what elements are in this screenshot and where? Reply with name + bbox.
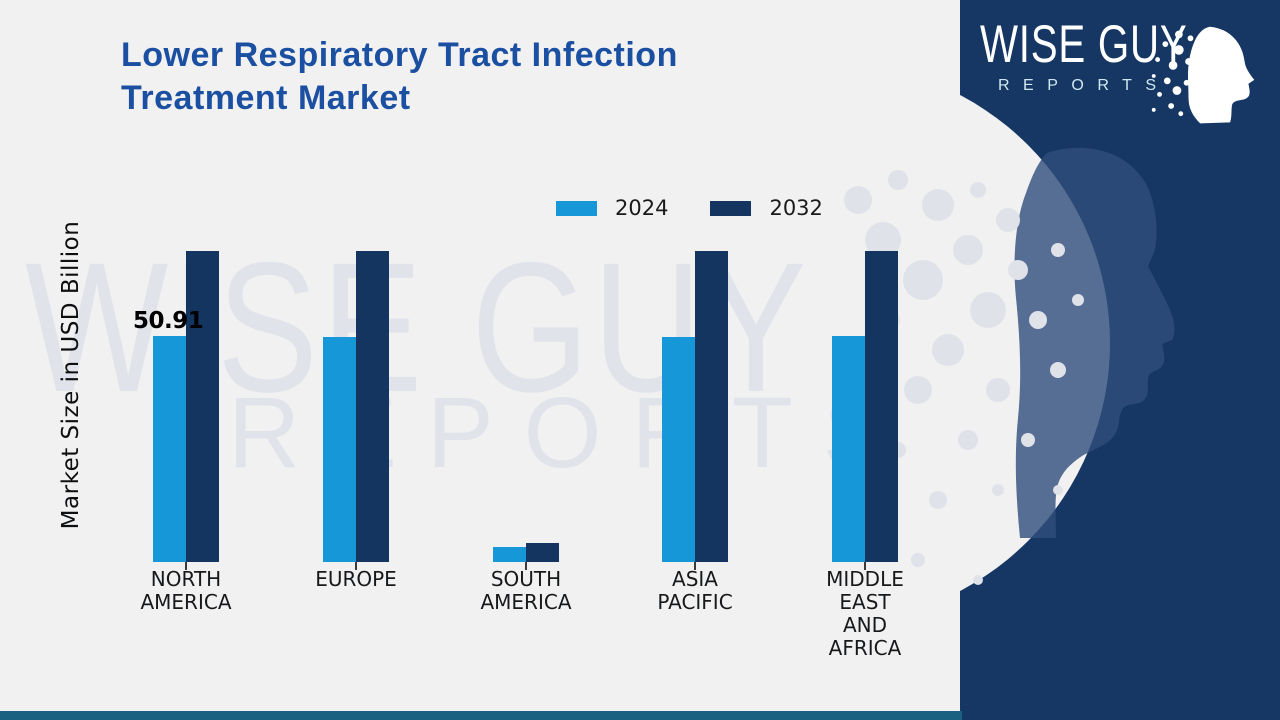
- bottom-stripe: [0, 711, 962, 720]
- bar-2024-south-america: [493, 547, 526, 562]
- logo-wise-guy-text: WISE GUY: [980, 15, 1188, 74]
- legend-item-2032: 2032: [710, 196, 823, 220]
- legend-label-2024: 2024: [615, 196, 669, 220]
- value-label-2024-north-america: 50.91: [133, 308, 204, 334]
- background-circle: [550, 63, 1110, 623]
- bar-2032-south-america: [526, 543, 559, 562]
- bar-2024-europe: [323, 337, 356, 562]
- legend-item-2024: 2024: [556, 196, 668, 220]
- axis-tick-europe: [355, 562, 357, 570]
- wise-guy-logo: WISE GUY REPORTS: [980, 15, 1255, 124]
- chart-title: Lower Respiratory Tract Infection Treatm…: [121, 36, 678, 117]
- category-label-south-america: SOUTH AMERICA: [480, 567, 572, 614]
- logo-reports-text: REPORTS: [998, 77, 1170, 94]
- category-label-north-america: NORTH AMERICA: [140, 567, 232, 614]
- axis-tick-south-america: [525, 562, 527, 570]
- legend-swatch-2024: [556, 200, 597, 216]
- legend-swatch-2032: [710, 200, 752, 216]
- logo-face-icon: [1151, 26, 1255, 124]
- legend-label-2032: 2032: [769, 196, 823, 220]
- watermark-brain-dots: [844, 170, 1084, 585]
- bar-2024-north-america: [153, 336, 186, 562]
- axis-tick-north-america: [185, 562, 187, 570]
- bar-2032-north-america: [186, 251, 219, 562]
- y-axis-label: Market Size in USD Billion: [58, 220, 84, 530]
- bar-2032-europe: [356, 251, 389, 562]
- category-label-europe: EUROPE: [315, 567, 397, 591]
- legend: 2024 2032: [556, 196, 823, 220]
